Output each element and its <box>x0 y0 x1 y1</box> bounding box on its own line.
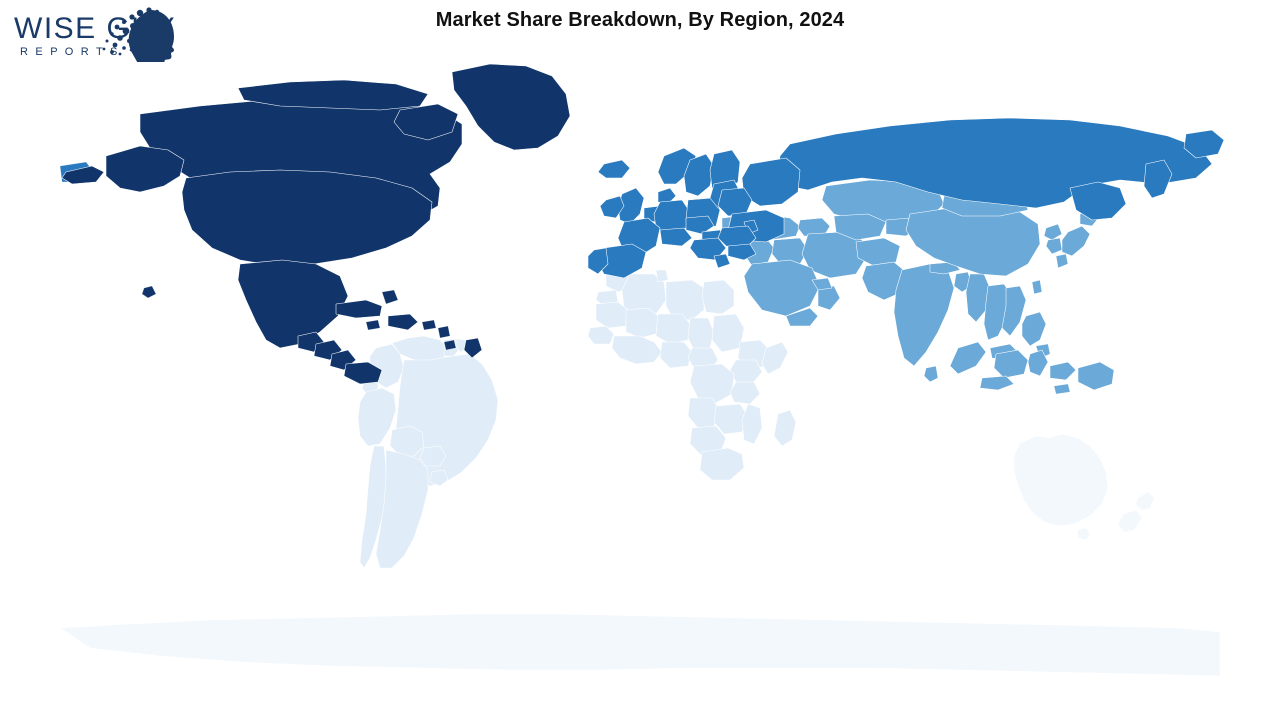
country-japan-honshu <box>1061 225 1091 257</box>
country-new-zealand-north <box>1135 491 1155 511</box>
country-denmark <box>657 187 677 205</box>
country-afghanistan <box>855 237 901 267</box>
country-bulgaria <box>727 243 757 261</box>
country-argentina <box>375 449 429 569</box>
country-russia-chukotka <box>1183 129 1225 159</box>
country-sri-lanka <box>923 365 939 383</box>
country-pakistan <box>861 261 907 301</box>
country-saudi-arabia <box>743 259 821 317</box>
country-albania-macedonia <box>713 253 731 269</box>
country-indonesia-sumatra <box>949 341 987 375</box>
country-canada-arctic-islands <box>237 79 429 111</box>
country-senegal-guinea <box>587 325 615 345</box>
country-tunisia <box>655 269 669 283</box>
country-uae-qatar-kuwait <box>811 277 833 291</box>
country-haiti-dominican-republic <box>387 313 419 331</box>
country-indonesia-sulawesi <box>1027 349 1049 377</box>
country-new-zealand-south <box>1117 509 1143 533</box>
world-choropleth-map <box>59 63 1225 677</box>
logo-head-profile-icon <box>102 7 174 62</box>
country-indonesia-borneo <box>993 349 1029 379</box>
country-myanmar <box>965 273 991 323</box>
country-australia <box>1013 433 1109 527</box>
country-mali <box>625 307 659 339</box>
country-alaska-aleutians <box>61 165 105 185</box>
country-russia-far-east <box>1069 181 1127 221</box>
country-iceland <box>597 159 631 179</box>
country-costa-rica-panama <box>343 361 383 385</box>
country-trinidad <box>443 339 457 351</box>
country-libya <box>665 279 705 321</box>
country-japan-kyushu <box>1055 253 1069 269</box>
world-map-container <box>0 48 1280 720</box>
country-south-africa <box>699 447 745 481</box>
country-peru <box>357 387 397 447</box>
country-zambia-zimbabwe <box>713 403 749 435</box>
country-alaska <box>105 145 185 193</box>
region-middle-east-africa <box>587 269 797 481</box>
region-south-america <box>357 335 499 569</box>
country-jamaica <box>365 319 381 331</box>
country-greenland <box>451 63 571 151</box>
country-mauritania <box>595 301 629 329</box>
country-antarctica <box>59 613 1221 677</box>
country-mozambique-malawi <box>741 403 763 445</box>
country-niger <box>655 313 691 345</box>
country-indonesia-java <box>979 375 1015 391</box>
country-lesser-antilles <box>437 325 451 339</box>
country-kenya-uganda <box>729 359 763 385</box>
region-rest-of-world <box>59 433 1221 677</box>
country-russia-west <box>741 157 801 207</box>
state-hawaii <box>141 285 157 299</box>
country-tanzania <box>729 381 761 405</box>
country-bolivia <box>389 425 425 457</box>
country-ireland <box>599 195 625 219</box>
country-canada-baffin <box>393 103 459 141</box>
country-drc <box>689 363 735 405</box>
wise-guy-reports-logo[interactable]: WISE GUY R E P O R T S <box>12 4 192 62</box>
country-puerto-rico <box>421 319 437 331</box>
logo-dot-cluster-icon <box>102 7 160 56</box>
country-cuba <box>335 299 383 319</box>
region-europe <box>59 117 1225 279</box>
country-czechia-slovakia <box>685 215 715 235</box>
country-chad <box>687 317 715 351</box>
country-bahamas <box>381 289 399 305</box>
country-russia-kamchatka <box>1143 159 1173 199</box>
country-united-states <box>181 169 433 267</box>
country-uzbekistan-turkmenistan <box>833 213 887 241</box>
country-egypt <box>701 279 735 315</box>
country-portugal <box>587 247 609 275</box>
country-sweden <box>683 153 715 197</box>
country-belarus <box>717 187 753 217</box>
country-west-africa-coast <box>611 335 663 365</box>
country-philippines <box>1021 311 1047 347</box>
country-uruguay <box>429 469 449 487</box>
country-somalia <box>761 341 789 375</box>
country-mexico <box>237 259 349 349</box>
country-vietnam <box>1001 285 1027 337</box>
logo-wordmark-secondary: R E P O R T S <box>20 46 120 58</box>
country-yemen <box>785 307 819 327</box>
region-north-america <box>61 63 571 385</box>
country-tasmania <box>1077 527 1091 541</box>
country-india <box>893 263 955 367</box>
country-madagascar <box>773 409 797 447</box>
country-indonesia-east <box>1049 361 1077 381</box>
country-timor <box>1053 383 1071 395</box>
country-north-korea <box>1043 223 1063 241</box>
country-taiwan <box>1031 279 1043 295</box>
country-papua-new-guinea <box>1077 361 1115 391</box>
country-switzerland-austria <box>659 227 693 247</box>
country-french-guiana <box>463 337 483 359</box>
country-south-korea <box>1045 237 1063 255</box>
country-paraguay <box>419 445 447 467</box>
country-nigeria <box>659 341 693 369</box>
page-title: Market Share Breakdown, By Region, 2024 <box>435 9 845 31</box>
